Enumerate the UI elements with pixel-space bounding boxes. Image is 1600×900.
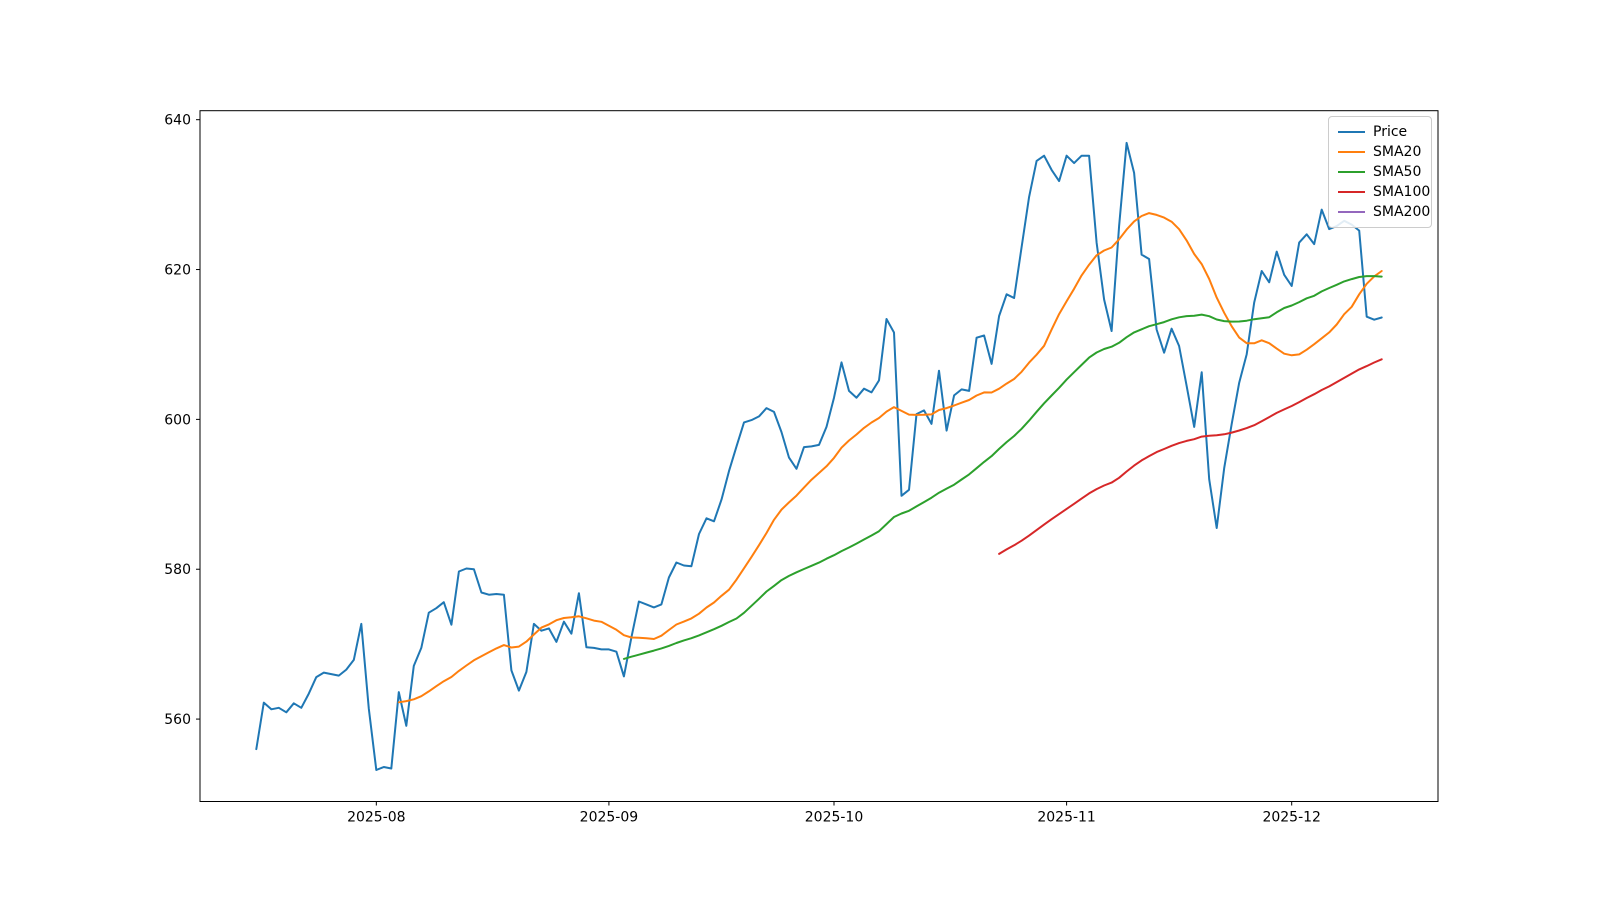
x-axis-tick-label: 2025-11 bbox=[1037, 810, 1096, 826]
legend-label: Price bbox=[1373, 124, 1408, 140]
x-axis-tick-label: 2025-12 bbox=[1262, 810, 1321, 826]
x-axis-tick-label: 2025-10 bbox=[805, 810, 864, 826]
x-axis-tick-label: 2025-09 bbox=[580, 810, 639, 826]
legend-label: SMA200 bbox=[1373, 204, 1431, 220]
y-axis-tick-label: 640 bbox=[164, 113, 191, 129]
price-legend-swatch bbox=[1338, 131, 1365, 133]
legend: Price SMA20 SMA50 SMA100 SMA200 bbox=[1328, 116, 1432, 228]
sma20-legend-swatch bbox=[1338, 151, 1365, 153]
price-line bbox=[255, 141, 1383, 771]
sma200-legend-swatch bbox=[1338, 211, 1365, 213]
legend-entry-sma20: SMA20 bbox=[1338, 142, 1431, 162]
legend-entry-price: Price bbox=[1338, 122, 1431, 142]
sma100-line bbox=[998, 358, 1383, 555]
y-axis-tick-label: 620 bbox=[164, 263, 191, 279]
y-axis-tick-label: 600 bbox=[164, 412, 191, 428]
sma100-legend-swatch bbox=[1338, 191, 1365, 193]
sma50-legend-swatch bbox=[1338, 171, 1365, 173]
legend-entry-sma100: SMA100 bbox=[1338, 182, 1431, 202]
legend-entry-sma200: SMA200 bbox=[1338, 202, 1431, 222]
legend-label: SMA100 bbox=[1373, 184, 1431, 200]
x-axis-tick-label: 2025-08 bbox=[347, 810, 406, 826]
sma20-line bbox=[397, 212, 1383, 704]
legend-label: SMA20 bbox=[1373, 144, 1422, 160]
sma50-line bbox=[622, 275, 1383, 660]
legend-entry-sma50: SMA50 bbox=[1338, 162, 1431, 182]
y-axis-tick-label: 560 bbox=[164, 712, 191, 728]
axes-frame bbox=[199, 110, 1439, 802]
legend-label: SMA50 bbox=[1373, 164, 1422, 180]
y-axis-tick-label: 580 bbox=[164, 562, 191, 578]
